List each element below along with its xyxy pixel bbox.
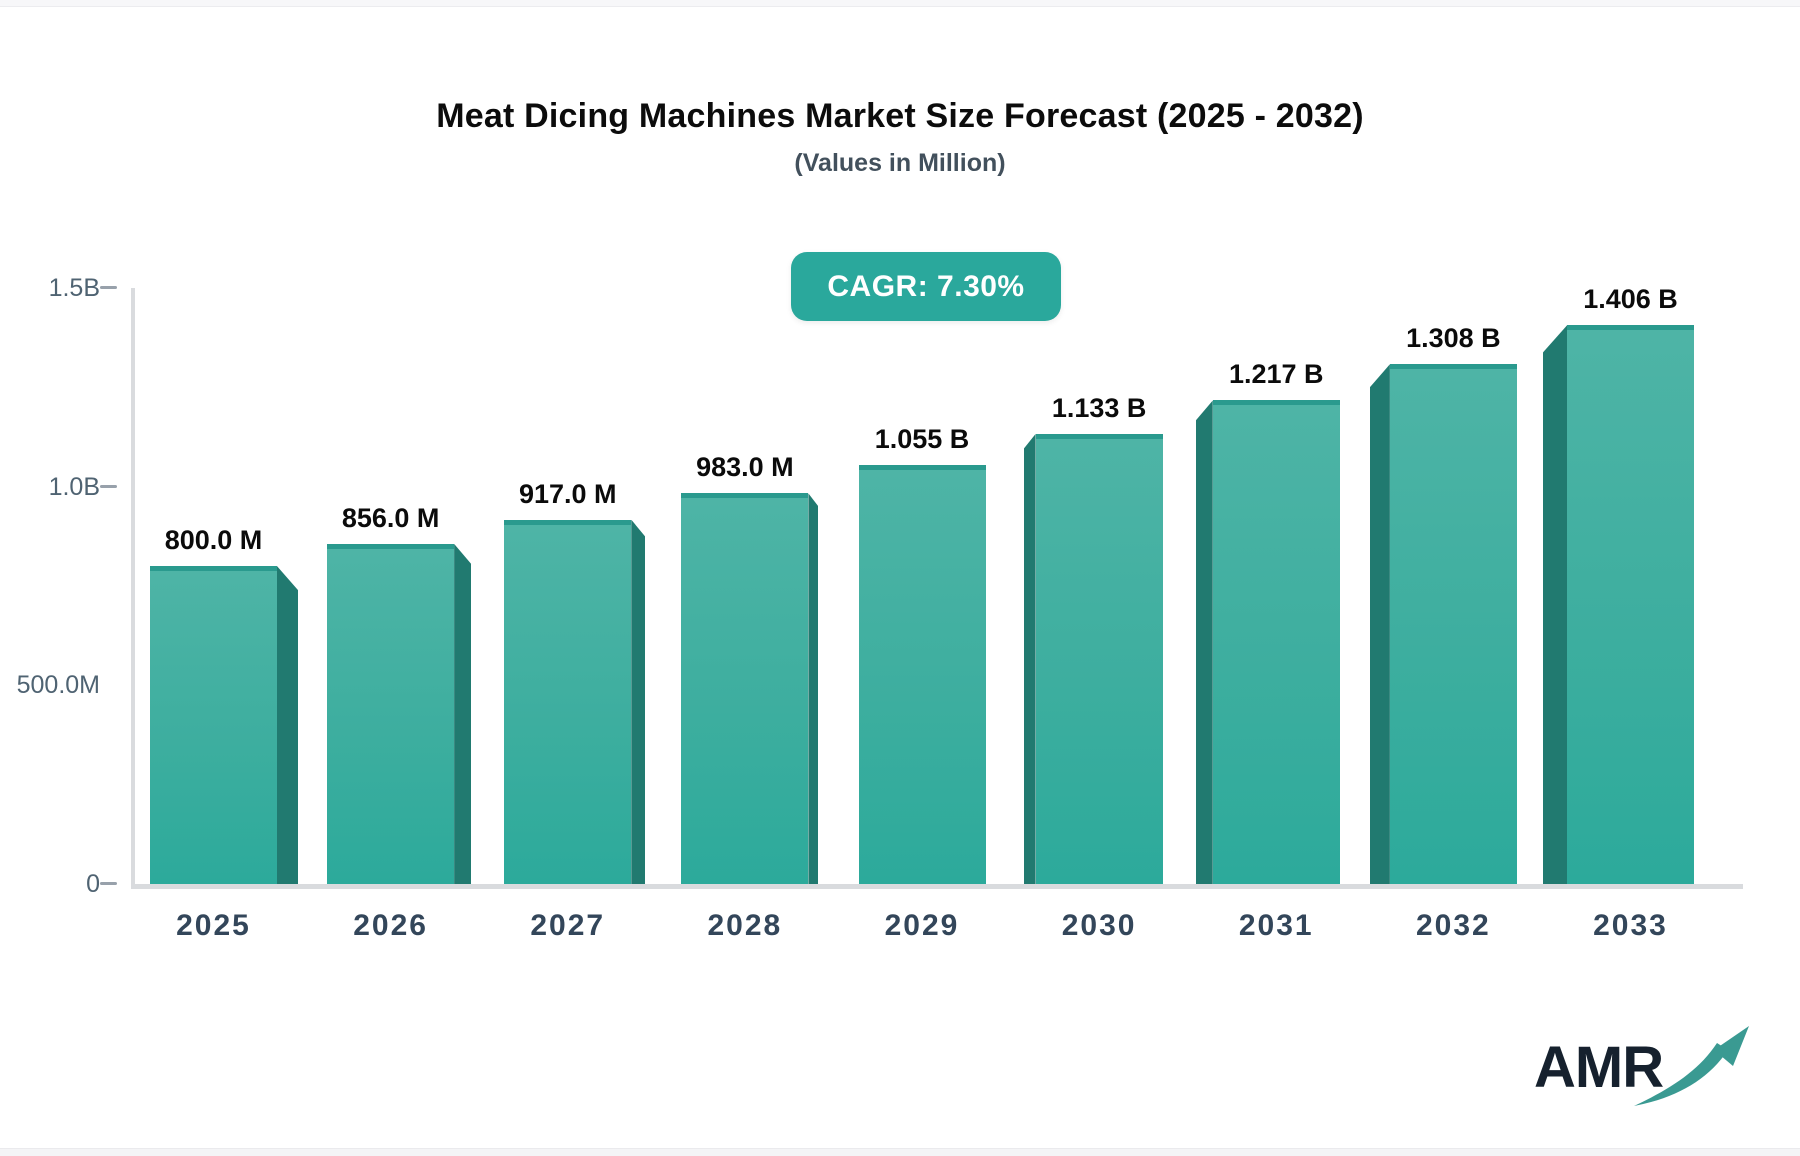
- page-bottom-strip: [0, 1148, 1800, 1156]
- bar-value-label: 917.0 M: [518, 478, 617, 509]
- x-axis-line: [131, 884, 1743, 889]
- bar[interactable]: [1212, 400, 1340, 884]
- y-tick-dash: [100, 286, 117, 289]
- chart-title: Meat Dicing Machines Market Size Forecas…: [436, 97, 1364, 135]
- x-tick-label: 2029: [884, 909, 960, 942]
- y-tick-label: 0: [86, 870, 100, 898]
- bar-side-face: [631, 519, 646, 884]
- bar-side-face: [277, 566, 298, 884]
- bar-value-label: 1.055 B: [874, 423, 970, 454]
- bar-side-face: [1023, 433, 1036, 884]
- bar-value-label: 1.308 B: [1406, 323, 1501, 354]
- cagr-badge: CAGR: 7.30%: [791, 252, 1061, 321]
- amr-logo-text: AMR: [1534, 1035, 1664, 1100]
- bar-value-label: 983.0 M: [696, 452, 794, 483]
- growth-arrow-icon: [1634, 1026, 1749, 1106]
- bar[interactable]: [681, 493, 809, 884]
- x-tick-label: 2032: [1416, 909, 1491, 942]
- bar[interactable]: [858, 464, 986, 884]
- bar-side-face: [1369, 364, 1390, 884]
- bar-side-face: [808, 493, 819, 884]
- bar[interactable]: [327, 543, 455, 884]
- bar-value-label: 1.133 B: [1051, 392, 1147, 423]
- x-tick-label: 2030: [1061, 909, 1137, 942]
- bar[interactable]: [504, 519, 632, 884]
- y-tick-label: 1.5B: [48, 274, 100, 302]
- bar[interactable]: [150, 566, 277, 884]
- bar-side-face: [1195, 400, 1213, 884]
- bar[interactable]: [1035, 433, 1163, 884]
- bar-value-label: 856.0 M: [341, 502, 440, 533]
- x-tick-label: 2026: [353, 909, 428, 942]
- y-tick-dash: [100, 484, 117, 488]
- amr-logo: AMR: [1520, 1020, 1750, 1120]
- x-tick-label: 2025: [176, 909, 251, 942]
- y-axis-line: [131, 288, 135, 889]
- bar[interactable]: [1567, 325, 1694, 884]
- x-tick-label: 2028: [707, 909, 783, 942]
- bar[interactable]: [1389, 364, 1517, 884]
- x-tick-label: 2031: [1238, 909, 1314, 942]
- bar-value-label: 800.0 M: [164, 525, 263, 556]
- y-tick-dash: [100, 882, 117, 885]
- x-tick-label: 2027: [530, 909, 606, 942]
- y-tick-label: 500.0M: [16, 671, 100, 700]
- bar-side-face: [454, 543, 472, 884]
- bar-side-face: [1543, 325, 1567, 884]
- bar-value-label: 1.406 B: [1583, 284, 1678, 315]
- cagr-badge-label: CAGR: 7.30%: [827, 269, 1025, 303]
- x-tick-label: 2033: [1593, 909, 1668, 942]
- chart-subtitle: (Values in Million): [794, 149, 1006, 177]
- bar-value-label: 1.217 B: [1228, 359, 1324, 390]
- y-tick-label: 1.0B: [48, 472, 100, 501]
- page-top-strip: [0, 0, 1800, 7]
